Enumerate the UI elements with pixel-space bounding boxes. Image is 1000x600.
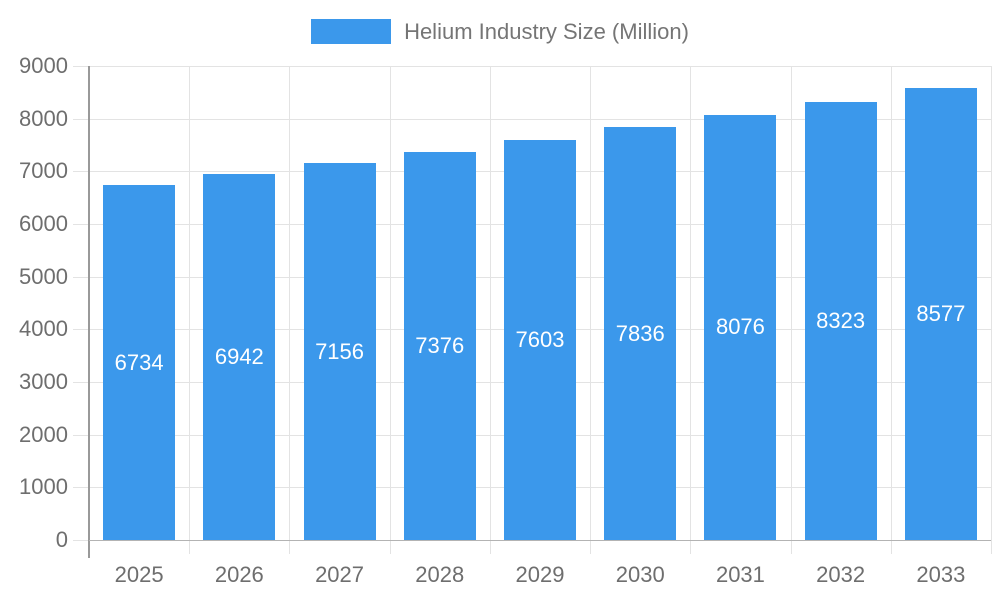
y-gridline bbox=[89, 118, 991, 120]
x-tick-label: 2031 bbox=[715, 562, 765, 587]
bar-value-label: 6734 bbox=[114, 349, 164, 375]
x-axis-line bbox=[89, 540, 991, 541]
x-tick-label: 2027 bbox=[315, 562, 365, 587]
legend-swatch bbox=[311, 19, 392, 44]
bar-value-label: 6942 bbox=[214, 344, 264, 370]
y-tick bbox=[73, 540, 89, 541]
x-gridline bbox=[489, 66, 491, 554]
y-tick bbox=[73, 171, 89, 173]
x-tick-label: 2025 bbox=[114, 562, 164, 587]
y-tick-label: 7000 bbox=[19, 158, 68, 184]
bar bbox=[203, 174, 276, 540]
y-tick-label: 2000 bbox=[19, 421, 68, 447]
x-gridline bbox=[289, 66, 291, 554]
x-gridline bbox=[890, 66, 892, 554]
y-gridline bbox=[89, 66, 991, 67]
bar bbox=[704, 114, 777, 540]
y-tick-label: 1000 bbox=[19, 474, 68, 500]
x-tick-label: 2026 bbox=[214, 562, 264, 587]
y-axis-line bbox=[88, 66, 90, 558]
y-tick bbox=[73, 434, 89, 436]
bar-value-label: 7156 bbox=[315, 338, 365, 364]
bar-value-label: 7836 bbox=[615, 320, 665, 346]
y-tick-label: 9000 bbox=[19, 53, 68, 78]
x-tick-label: 2032 bbox=[816, 562, 866, 587]
bar-value-label: 8076 bbox=[715, 314, 765, 340]
x-gridline bbox=[790, 66, 792, 554]
x-gridline bbox=[389, 66, 391, 554]
bar bbox=[403, 151, 476, 540]
bar bbox=[604, 127, 677, 540]
x-gridline bbox=[690, 66, 692, 554]
bar-value-label: 7376 bbox=[415, 332, 465, 358]
bar bbox=[504, 139, 576, 540]
bar bbox=[303, 163, 376, 540]
x-gridline bbox=[991, 66, 992, 554]
x-tick-label: 2030 bbox=[615, 562, 665, 587]
x-gridline bbox=[189, 66, 191, 554]
legend-label: Helium Industry Size (Million) bbox=[404, 19, 689, 44]
y-tick-label: 8000 bbox=[19, 105, 68, 131]
x-tick-label: 2029 bbox=[515, 562, 565, 587]
bar-value-label: 7603 bbox=[515, 326, 565, 352]
y-tick bbox=[73, 487, 89, 489]
legend-item[interactable]: Helium Industry Size (Million) bbox=[0, 19, 1000, 44]
x-gridline bbox=[590, 66, 592, 554]
y-tick-label: 0 bbox=[55, 527, 68, 552]
y-tick-label: 6000 bbox=[19, 211, 68, 236]
y-tick bbox=[73, 276, 89, 278]
bar bbox=[103, 185, 176, 540]
y-tick bbox=[73, 224, 89, 225]
y-tick bbox=[73, 382, 89, 383]
y-tick-label: 5000 bbox=[19, 263, 68, 289]
x-tick-label: 2033 bbox=[916, 562, 966, 587]
bar-value-label: 8323 bbox=[816, 307, 866, 333]
y-tick-label: 3000 bbox=[19, 369, 68, 394]
y-tick bbox=[73, 66, 89, 67]
x-tick-label: 2028 bbox=[415, 562, 465, 587]
bar-value-label: 8577 bbox=[916, 301, 966, 327]
bar bbox=[804, 101, 877, 540]
bar bbox=[904, 88, 977, 540]
y-tick bbox=[73, 118, 89, 120]
y-tick bbox=[73, 329, 89, 331]
y-tick-label: 4000 bbox=[19, 316, 68, 342]
